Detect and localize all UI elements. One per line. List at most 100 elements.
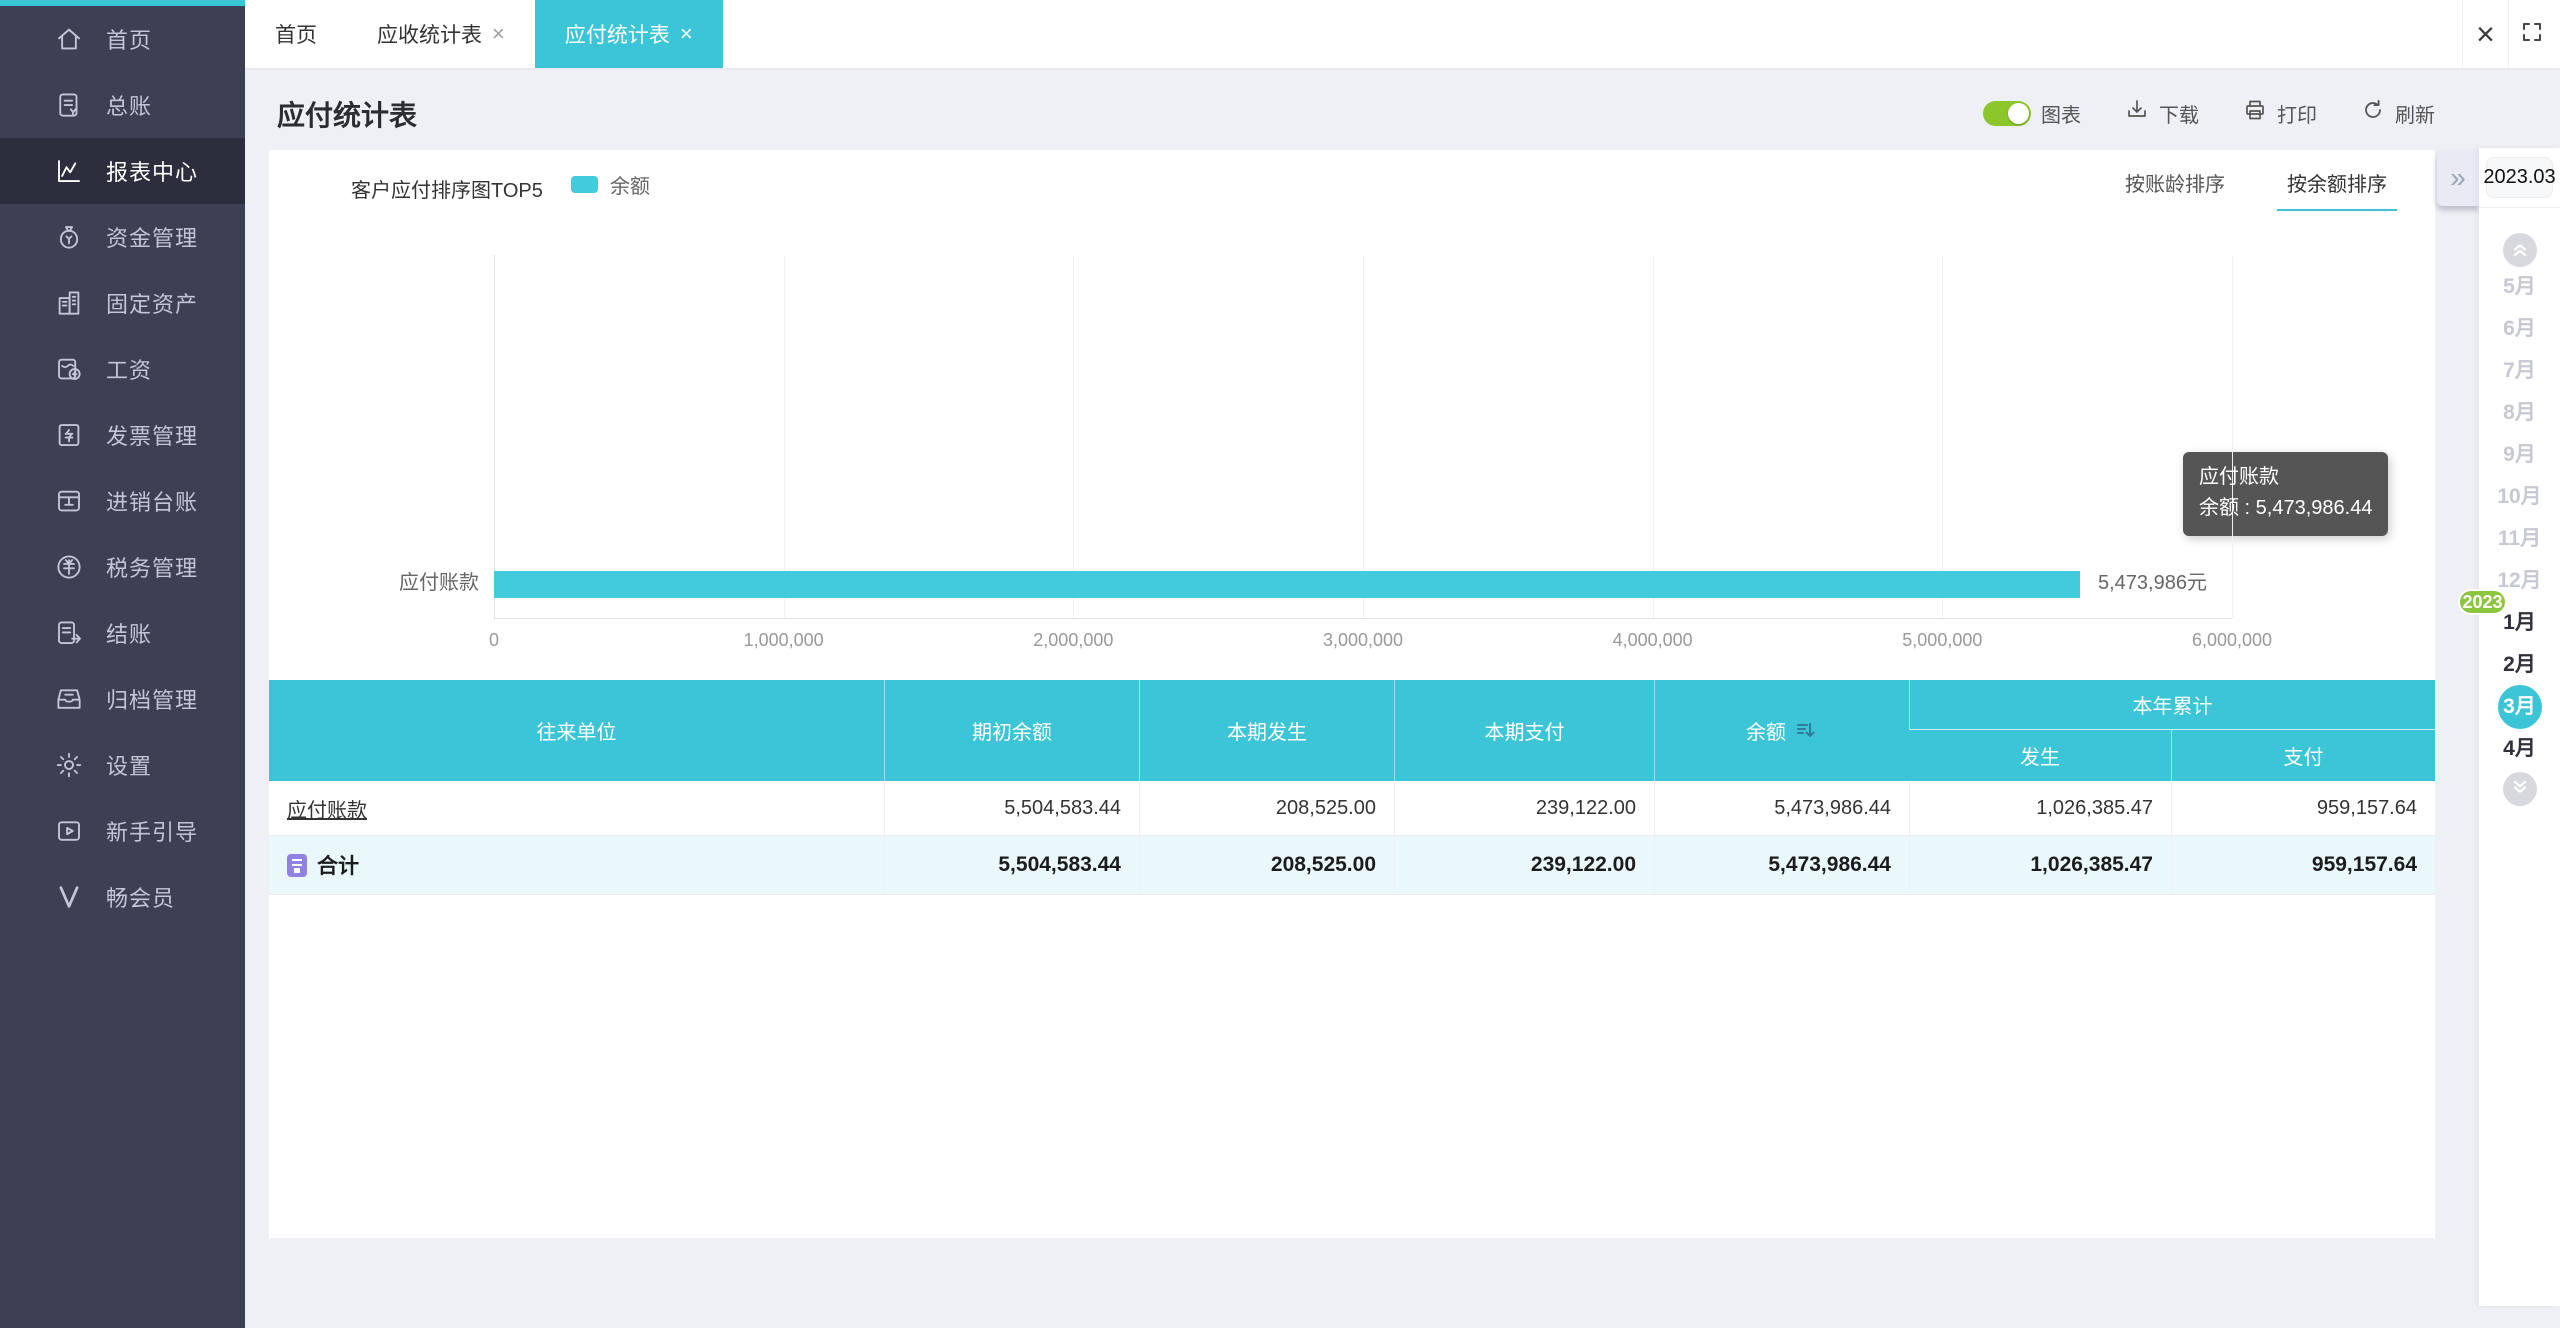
sidebar-item-funds[interactable]: 资金管理 — [0, 204, 245, 270]
gridline — [1652, 255, 1654, 618]
scroll-months-down-button[interactable] — [2502, 772, 2537, 806]
x-axis-tick: 1,000,000 — [743, 630, 824, 650]
window-controls: × — [2462, 0, 2554, 68]
month-item-3[interactable]: 3月 — [2503, 695, 2536, 718]
guide-icon — [54, 816, 84, 846]
sidebar-item-label: 畅会员 — [106, 886, 176, 911]
sidebar-item-label: 结账 — [106, 622, 153, 647]
sidebar-item-ledger[interactable]: 总账 — [0, 72, 245, 138]
amount-cell: 5,504,583.44 — [884, 836, 1139, 894]
sidebar-item-label: 报表中心 — [106, 160, 199, 185]
chart-toggle[interactable]: 图表 — [1983, 99, 2081, 128]
download-button[interactable]: 下载 — [2125, 98, 2199, 128]
refresh-button[interactable]: 刷新 — [2361, 98, 2435, 128]
sidebar-item-salary[interactable]: 工资 — [0, 336, 245, 402]
col-header-balance[interactable]: 余额 — [1654, 680, 1909, 781]
chart-toggle-switch[interactable] — [1983, 100, 2031, 126]
table-total-row: 合计 5,504,583.44 208,525.00 239,122.00 5,473,… — [269, 836, 2435, 895]
x-axis-tick: 4,000,000 — [1612, 630, 1693, 650]
sidebar-item-label: 工资 — [106, 358, 153, 383]
col-header-opening-balance[interactable]: 期初余额 — [884, 680, 1139, 781]
close-window-button[interactable]: × — [2462, 0, 2508, 68]
settings-icon — [54, 750, 84, 780]
gridline — [783, 255, 785, 618]
sidebar-item-label: 归档管理 — [106, 688, 199, 713]
tab-receivable-report[interactable]: 应收统计表 × — [347, 0, 535, 68]
current-period[interactable]: 2023.03 — [2483, 157, 2556, 198]
tab-payable-report[interactable]: 应付统计表 × — [534, 0, 723, 68]
col-header-current-incurred[interactable]: 本期发生 — [1139, 680, 1394, 781]
x-axis-line — [494, 618, 2232, 619]
sidebar: 首页 总账报表中心资金管理固定资产工资发票管理 进销台账税务管理结账归档管理设置新手… — [0, 0, 245, 1328]
sidebar-item-closing[interactable]: 结账 — [0, 600, 245, 666]
gridline — [2232, 255, 2233, 618]
x-axis-tick: 2,000,000 — [1033, 630, 1114, 650]
fullscreen-button[interactable] — [2508, 0, 2554, 68]
chart-sort-tabs: 按账龄排序 按余额排序 — [2115, 168, 2397, 211]
archive-icon — [54, 684, 84, 714]
funds-icon — [54, 222, 84, 252]
y-axis-line — [494, 255, 495, 618]
tab-label: 应付统计表 — [564, 24, 670, 47]
tab-close-icon[interactable]: × — [492, 21, 505, 46]
collapse-panel-handle[interactable]: » — [2437, 150, 2479, 206]
month-item-9: 9月 — [2503, 443, 2536, 466]
col-header-counterparty[interactable]: 往来单位 — [536, 722, 617, 744]
sidebar-item-member[interactable]: 畅会员 — [0, 864, 245, 930]
tooltip-title: 应付账款 — [2199, 466, 2279, 488]
col-header-ytd-paid[interactable]: 支付 — [2171, 730, 2435, 781]
tab-close-icon[interactable]: × — [679, 21, 693, 46]
toolbar: 图表 下载 打印 刷新 — [1983, 98, 2435, 128]
scroll-months-up-button[interactable] — [2502, 233, 2537, 267]
invoice-icon — [54, 420, 84, 450]
table-card: 往来单位 期初余额 本期发生 本期支付 余额 本年累计 发生 支付 应付账款 5,… — [269, 680, 2435, 1238]
month-item-1[interactable]: 1月 — [2503, 611, 2536, 634]
fullscreen-icon — [2520, 20, 2544, 49]
month-item-2[interactable]: 2月 — [2503, 653, 2536, 676]
amount-cell: 959,157.64 — [2171, 836, 2435, 894]
sidebar-item-label: 设置 — [106, 754, 153, 779]
sidebar-item-home[interactable]: 首页 — [0, 6, 245, 72]
col-header-ytd-incurred[interactable]: 发生 — [2020, 747, 2060, 769]
toggle-knob — [2008, 102, 2029, 124]
amount-cell: 208,525.00 — [1139, 836, 1394, 894]
total-label-cell: 合计 — [269, 836, 884, 894]
legend-item-balance[interactable]: 余额 — [571, 170, 650, 199]
month-item-6: 6月 — [2503, 317, 2536, 340]
amount-cell: 5,473,986.44 — [1654, 781, 1909, 835]
sidebar-item-archive[interactable]: 归档管理 — [0, 666, 245, 732]
month-item-12: 12月 — [2497, 569, 2542, 592]
sidebar-item-invoice[interactable]: 发票管理 — [0, 402, 245, 468]
member-icon — [54, 882, 84, 912]
counterparty-cell: 应付账款 — [269, 781, 884, 835]
sort-by-balance-tab[interactable]: 按余额排序 — [2277, 168, 2397, 211]
sidebar-item-label: 税务管理 — [106, 556, 199, 581]
col-header-ytd-group: 本年累计 — [1909, 680, 2435, 730]
gridline — [1073, 255, 1075, 618]
sidebar-item-assets[interactable]: 固定资产 — [0, 270, 245, 336]
balance-bar[interactable] — [494, 571, 2080, 598]
counterparty-link[interactable]: 应付账款 — [287, 799, 367, 822]
double-chevron-down-icon — [2509, 777, 2531, 802]
sidebar-item-settings[interactable]: 设置 — [0, 732, 245, 798]
print-button[interactable]: 打印 — [2243, 98, 2317, 128]
bar-chart-plot: 应付账款 余额 : 5,473,986.44 0 1,000,000 2,000,0… — [269, 150, 2435, 715]
chart-title: 客户应付排序图TOP5 — [351, 180, 543, 202]
sidebar-item-guide[interactable]: 新手引导 — [0, 798, 245, 864]
legend-label: 余额 — [610, 176, 650, 198]
sidebar-item-tax[interactable]: 税务管理 — [0, 534, 245, 600]
col-header-current-paid[interactable]: 本期支付 — [1394, 680, 1654, 781]
sidebar-item-reports[interactable]: 报表中心 — [0, 138, 245, 204]
sidebar-item-inventory[interactable]: 进销台账 — [0, 468, 245, 534]
double-chevron-right-icon: » — [2450, 162, 2466, 193]
sort-by-aging-tab[interactable]: 按账龄排序 — [2125, 174, 2225, 196]
year-badge: 2023 — [2458, 589, 2507, 615]
sort-descending-icon[interactable] — [1794, 719, 1818, 743]
sidebar-item-label: 资金管理 — [106, 226, 199, 251]
sidebar-item-label: 固定资产 — [106, 292, 199, 317]
table-row: 应付账款 5,504,583.44 208,525.00 239,122.00 5,47… — [269, 781, 2435, 836]
sidebar-nav: 首页 总账报表中心资金管理固定资产工资发票管理 进销台账税务管理结账归档管理设置新手… — [0, 6, 245, 930]
tab-home[interactable]: 首页 — [245, 0, 347, 68]
month-item-4[interactable]: 4月 — [2503, 737, 2536, 760]
